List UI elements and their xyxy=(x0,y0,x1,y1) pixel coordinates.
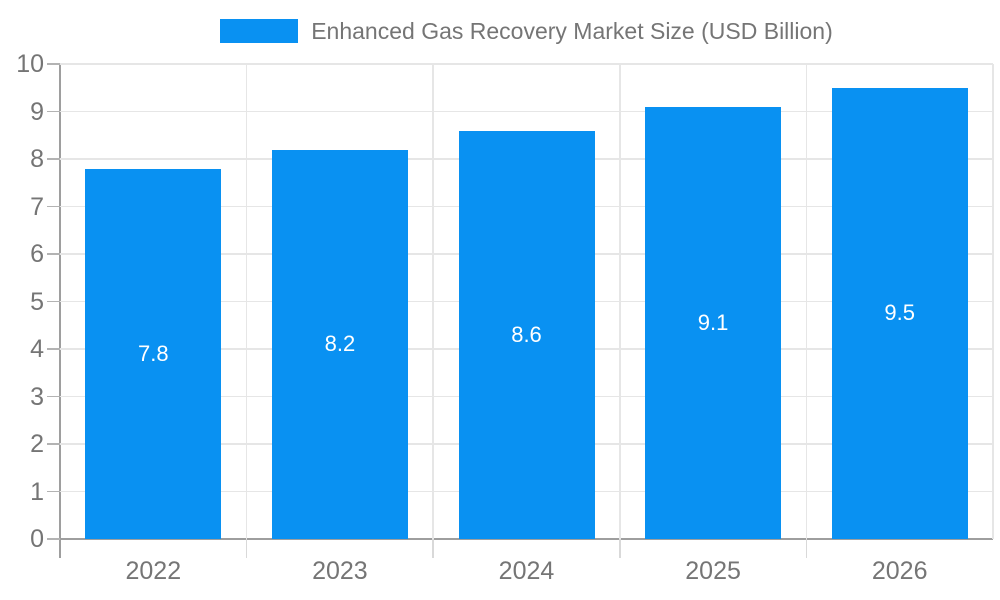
x-tick-label: 2026 xyxy=(871,557,928,585)
y-axis-tick xyxy=(47,63,60,65)
y-axis-tick xyxy=(47,538,60,540)
y-tick-label: 2 xyxy=(30,430,44,458)
bar-value-label: 9.1 xyxy=(697,309,729,335)
bar-value-label: 7.8 xyxy=(138,340,169,366)
y-tick-label: 0 xyxy=(30,525,44,553)
bar-2025 xyxy=(645,106,782,539)
y-tick-label: 8 xyxy=(30,145,44,173)
y-tick-label: 10 xyxy=(16,50,44,78)
h-gridline xyxy=(60,63,993,65)
y-tick-label: 3 xyxy=(30,382,44,411)
y-axis-tick xyxy=(47,348,60,350)
v-gridline xyxy=(805,64,808,539)
y-tick-label: 7 xyxy=(30,192,44,221)
y-axis-tick xyxy=(47,205,60,208)
h-gridline xyxy=(60,110,993,113)
y-tick-label: 5 xyxy=(30,287,44,316)
x-tick-label: 2023 xyxy=(312,557,368,585)
y-axis-tick xyxy=(47,158,60,160)
bar-2024 xyxy=(458,130,595,539)
y-tick-label: 4 xyxy=(30,335,44,363)
y-axis-tick xyxy=(47,253,60,255)
legend-swatch-icon xyxy=(220,19,299,43)
bar-value-label: 8.6 xyxy=(511,321,542,347)
v-gridline xyxy=(245,64,248,539)
v-gridline xyxy=(619,64,621,539)
bar-value-label: 9.5 xyxy=(884,300,915,326)
x-tick-label: 2025 xyxy=(685,557,741,585)
plot-area: 7.8 8.2 8.6 9.1 9.5 xyxy=(59,63,994,558)
x-axis-tick xyxy=(245,539,248,558)
y-axis-tick xyxy=(47,443,60,445)
legend-label: Enhanced Gas Recovery Market Size (USD B… xyxy=(311,17,833,44)
x-tick-label: 2024 xyxy=(498,557,555,585)
bar-2022 xyxy=(85,168,222,539)
y-axis-tick xyxy=(47,490,60,493)
y-axis-line xyxy=(59,64,61,558)
v-gridline xyxy=(992,64,994,539)
bar-value-label: 8.2 xyxy=(324,331,356,357)
y-tick-label: 1 xyxy=(30,477,44,506)
x-axis-tick xyxy=(805,539,808,558)
x-axis-line xyxy=(60,538,993,540)
y-tick-label: 9 xyxy=(30,97,44,126)
v-gridline xyxy=(432,64,434,539)
x-axis-tick xyxy=(432,539,434,558)
legend: Enhanced Gas Recovery Market Size (USD B… xyxy=(60,16,993,46)
y-axis-tick xyxy=(47,395,60,398)
bar-2026 xyxy=(831,87,968,539)
y-tick-label: 6 xyxy=(30,240,44,268)
bar-2023 xyxy=(271,149,408,539)
y-axis-tick xyxy=(47,300,60,303)
y-axis-tick xyxy=(47,110,60,113)
legend-item[interactable]: Enhanced Gas Recovery Market Size (USD B… xyxy=(220,18,833,45)
x-tick-label: 2022 xyxy=(125,557,182,585)
x-axis-tick xyxy=(619,539,621,558)
